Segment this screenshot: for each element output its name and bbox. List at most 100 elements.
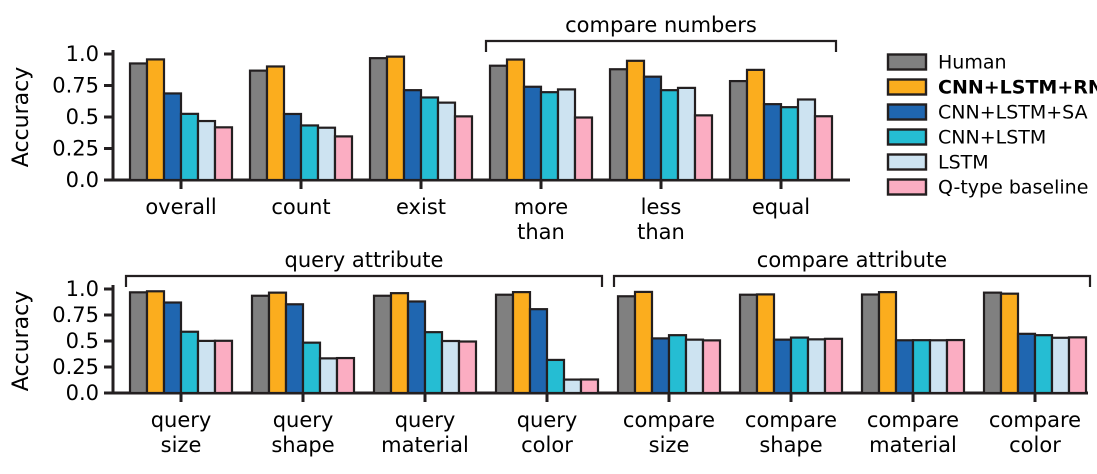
- x-axis-category-label: query shape: [271, 408, 334, 457]
- x-axis-category-label: compare material: [867, 408, 959, 457]
- bar-lstm: [684, 338, 705, 395]
- legend-swatch-lstm: [886, 153, 928, 171]
- bar-q-type-baseline: [335, 356, 356, 395]
- x-axis-category-label: exist: [396, 195, 446, 219]
- bar-lstm: [196, 339, 217, 395]
- legend-label-q-type-baseline: Q-type baseline: [938, 177, 1088, 199]
- group-bracket-label: query attribute: [285, 248, 444, 272]
- bar-cnn-lstm: [539, 91, 560, 182]
- x-axis-category-label: query material: [381, 408, 469, 457]
- chart-panel-bottom: 0.00.250.50.751.0 Accuracy query size query s…: [9, 248, 1092, 457]
- bar-cnn-lstm-rn: [625, 59, 646, 182]
- bar-q-type-baseline: [333, 135, 354, 182]
- bar-q-type-baseline: [701, 339, 722, 395]
- y-axis-tick-label: 0.5: [66, 105, 99, 129]
- bar-cnn-lstm-sa: [162, 301, 183, 395]
- bar-human: [982, 291, 1003, 395]
- bar-human: [368, 57, 389, 182]
- bar-lstm: [796, 98, 817, 182]
- legend-swatch-cnn-lstm: [886, 128, 928, 146]
- bar-cnn-lstm-sa: [282, 112, 303, 182]
- bar-cnn-lstm-rn: [385, 55, 406, 182]
- bar-cnn-lstm: [667, 334, 688, 395]
- chart-panel-top: 0.0 0.25 0.5 0.75 1.0 Accuracy overall count exi…: [9, 13, 850, 244]
- bar-cnn-lstm-sa: [772, 338, 793, 395]
- bar-q-type-baseline: [1067, 336, 1088, 395]
- bar-cnn-lstm: [659, 89, 680, 182]
- bar-cnn-lstm-sa: [762, 103, 783, 182]
- y-axis-tick-label: 1.0: [66, 42, 99, 66]
- bar-lstm: [556, 88, 577, 182]
- bar-human: [372, 294, 393, 395]
- bar-cnn-lstm-rn: [755, 293, 776, 395]
- bar-cnn-lstm: [419, 96, 440, 182]
- bar-cnn-lstm: [299, 124, 320, 182]
- bar-cnn-lstm-sa: [894, 339, 915, 395]
- bar-cnn-lstm: [423, 331, 444, 395]
- bar-cnn-lstm: [1033, 334, 1054, 395]
- legend-swatch-q-type-baseline: [886, 178, 928, 196]
- bar-cnn-lstm-sa: [284, 303, 305, 395]
- bar-human: [616, 295, 637, 395]
- bar-human: [738, 293, 759, 395]
- x-axis-category-label: count: [271, 195, 330, 219]
- y-axis-tick-label: 0.25: [52, 355, 99, 379]
- bar-cnn-lstm: [179, 330, 200, 395]
- bar-cnn-lstm: [301, 341, 322, 395]
- y-axis-tick-label: 0.75: [52, 74, 99, 98]
- bar-human: [860, 293, 881, 395]
- bar-lstm: [318, 357, 339, 395]
- bar-q-type-baseline: [213, 339, 234, 395]
- bar-human: [494, 293, 515, 395]
- bar-cnn-lstm-rn: [511, 291, 532, 395]
- bar-cnn-lstm-rn: [267, 291, 288, 395]
- y-axis-tick-label: 0.0: [66, 381, 99, 405]
- group-bracket: [612, 274, 1092, 287]
- bar-lstm: [676, 86, 697, 182]
- bar-human: [250, 294, 271, 395]
- x-axis-category-label: more than: [514, 195, 568, 244]
- bar-human: [128, 62, 149, 182]
- bar-cnn-lstm-rn: [145, 58, 166, 182]
- legend-swatch-cnn-lstm-sa: [886, 103, 928, 121]
- bar-q-type-baseline: [573, 116, 594, 182]
- y-axis-tick-label: 0.0: [66, 168, 99, 192]
- bar-lstm: [440, 339, 461, 395]
- bar-cnn-lstm-sa: [522, 85, 543, 182]
- bar-cnn-lstm-rn: [877, 291, 898, 395]
- bar-lstm: [562, 378, 583, 395]
- x-axis-category-label: compare shape: [745, 408, 837, 457]
- bar-cnn-lstm-rn: [633, 290, 654, 395]
- y-axis-tick-label: 1.0: [66, 277, 99, 301]
- legend-label-cnn-lstm: CNN+LSTM: [938, 127, 1046, 149]
- bar-cnn-lstm-sa: [642, 75, 663, 182]
- bar-lstm: [928, 339, 949, 395]
- bar-cnn-lstm: [779, 106, 800, 182]
- bar-human: [608, 68, 629, 182]
- bar-lstm: [436, 101, 457, 182]
- y-axis-title: Accuracy: [9, 291, 34, 391]
- x-axis-category-label: overall: [145, 195, 216, 219]
- bar-cnn-lstm: [911, 339, 932, 395]
- bar-cnn-lstm-rn: [265, 65, 286, 182]
- bar-lstm: [1050, 336, 1071, 395]
- y-axis-title: Accuracy: [9, 67, 34, 167]
- bar-q-type-baseline: [213, 126, 234, 182]
- bar-cnn-lstm-sa: [406, 300, 427, 395]
- y-axis-tick-label: 0.75: [52, 303, 99, 327]
- bar-cnn-lstm-rn: [745, 68, 766, 182]
- bar-cnn-lstm-sa: [402, 89, 423, 182]
- legend-label-cnn-lstm-sa: CNN+LSTM+SA: [938, 102, 1088, 124]
- bar-cnn-lstm: [179, 112, 200, 182]
- x-axis-category-label: query color: [517, 408, 578, 457]
- bar-lstm: [806, 338, 827, 395]
- bar-q-type-baseline: [579, 378, 600, 395]
- group-bracket: [484, 39, 838, 52]
- y-axis-tick-label: 0.25: [52, 137, 99, 161]
- bar-q-type-baseline: [457, 340, 478, 395]
- bar-q-type-baseline: [453, 115, 474, 182]
- legend-label-lstm: LSTM: [938, 152, 989, 174]
- y-axis-tick-label: 0.5: [66, 329, 99, 353]
- x-axis-category-label: equal: [752, 195, 810, 219]
